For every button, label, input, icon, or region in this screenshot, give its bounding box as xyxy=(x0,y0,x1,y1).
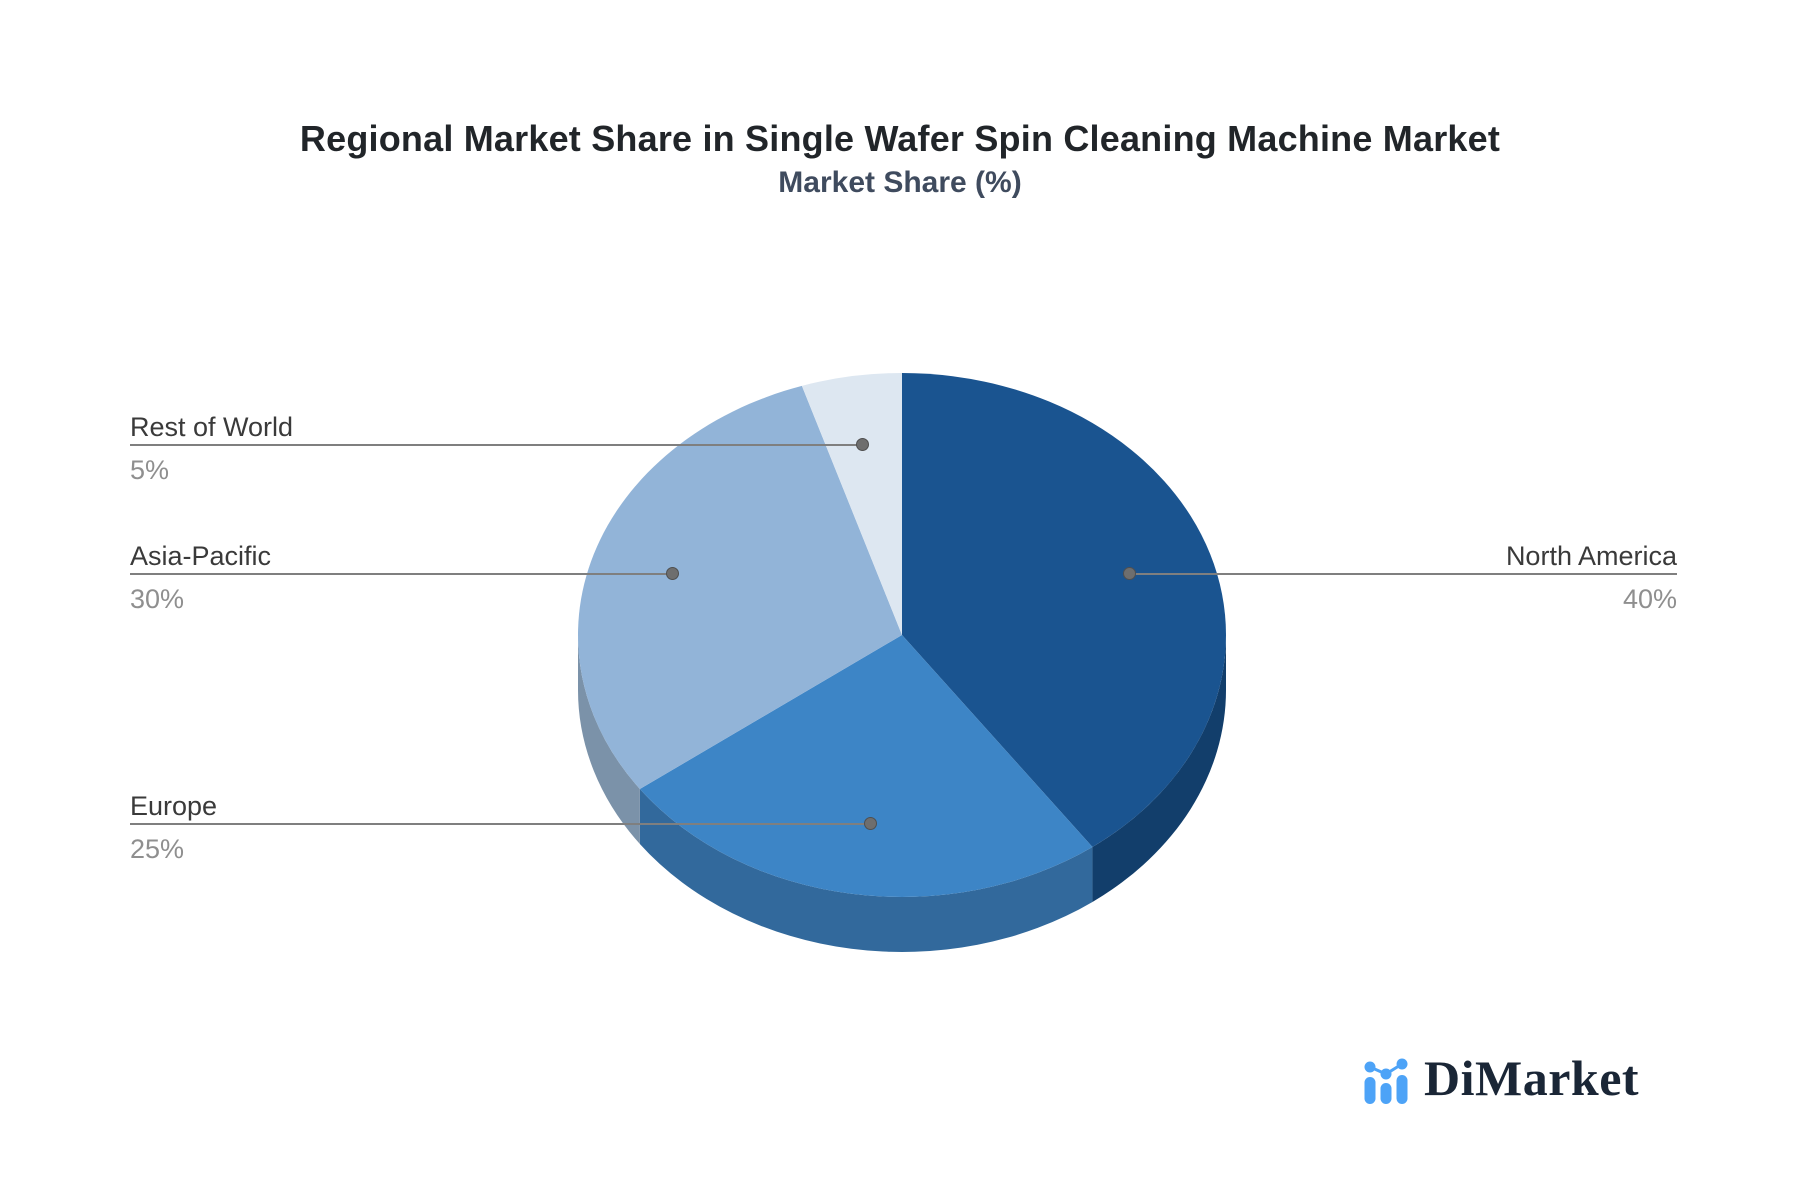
callout-value: 30% xyxy=(130,584,185,614)
callout-label: North America xyxy=(1505,541,1677,571)
leader-line xyxy=(130,438,869,451)
bar-line-chart-icon xyxy=(1364,1058,1408,1104)
leader-line xyxy=(1123,567,1677,580)
leader-dot xyxy=(856,438,869,451)
leader-dot xyxy=(666,567,679,580)
brand-logo[interactable]: DiMarket xyxy=(1362,1036,1639,1106)
pie-slice-side-north-america xyxy=(1092,635,1226,902)
pie-slice-europe[interactable] xyxy=(639,635,1093,898)
pie-slice-side-asia-pacific xyxy=(578,635,640,844)
callout-label: Asia-Pacific xyxy=(130,541,272,571)
pie-slice-side-europe xyxy=(639,788,1093,952)
callout-label: Europe xyxy=(130,791,218,821)
leader-dot xyxy=(864,817,877,830)
callout-value: 25% xyxy=(130,834,185,864)
callout-value: 40% xyxy=(1622,584,1677,614)
callout-asia-pacific: Asia-Pacific 30% xyxy=(130,540,679,615)
callout-label: Rest of World xyxy=(130,412,294,442)
callout-value: 5% xyxy=(130,455,170,485)
chart-subtitle: Market Share (%) xyxy=(778,166,1022,199)
pie-slice-rest-of-world[interactable] xyxy=(801,373,902,635)
pie-slice-asia-pacific[interactable] xyxy=(578,385,902,789)
callout-north-america: North America 40% xyxy=(1123,540,1677,615)
callout-europe: Europe 25% xyxy=(130,790,877,865)
brand-name: DiMarket xyxy=(1424,1050,1640,1106)
leader-dot xyxy=(1123,567,1136,580)
leader-line xyxy=(130,817,877,830)
chart-title: Regional Market Share in Single Wafer Sp… xyxy=(299,118,1501,159)
pie-slice-north-america[interactable] xyxy=(902,373,1226,847)
callout-rest-of-world: Rest of World 5% xyxy=(130,411,869,486)
leader-line xyxy=(130,567,679,580)
